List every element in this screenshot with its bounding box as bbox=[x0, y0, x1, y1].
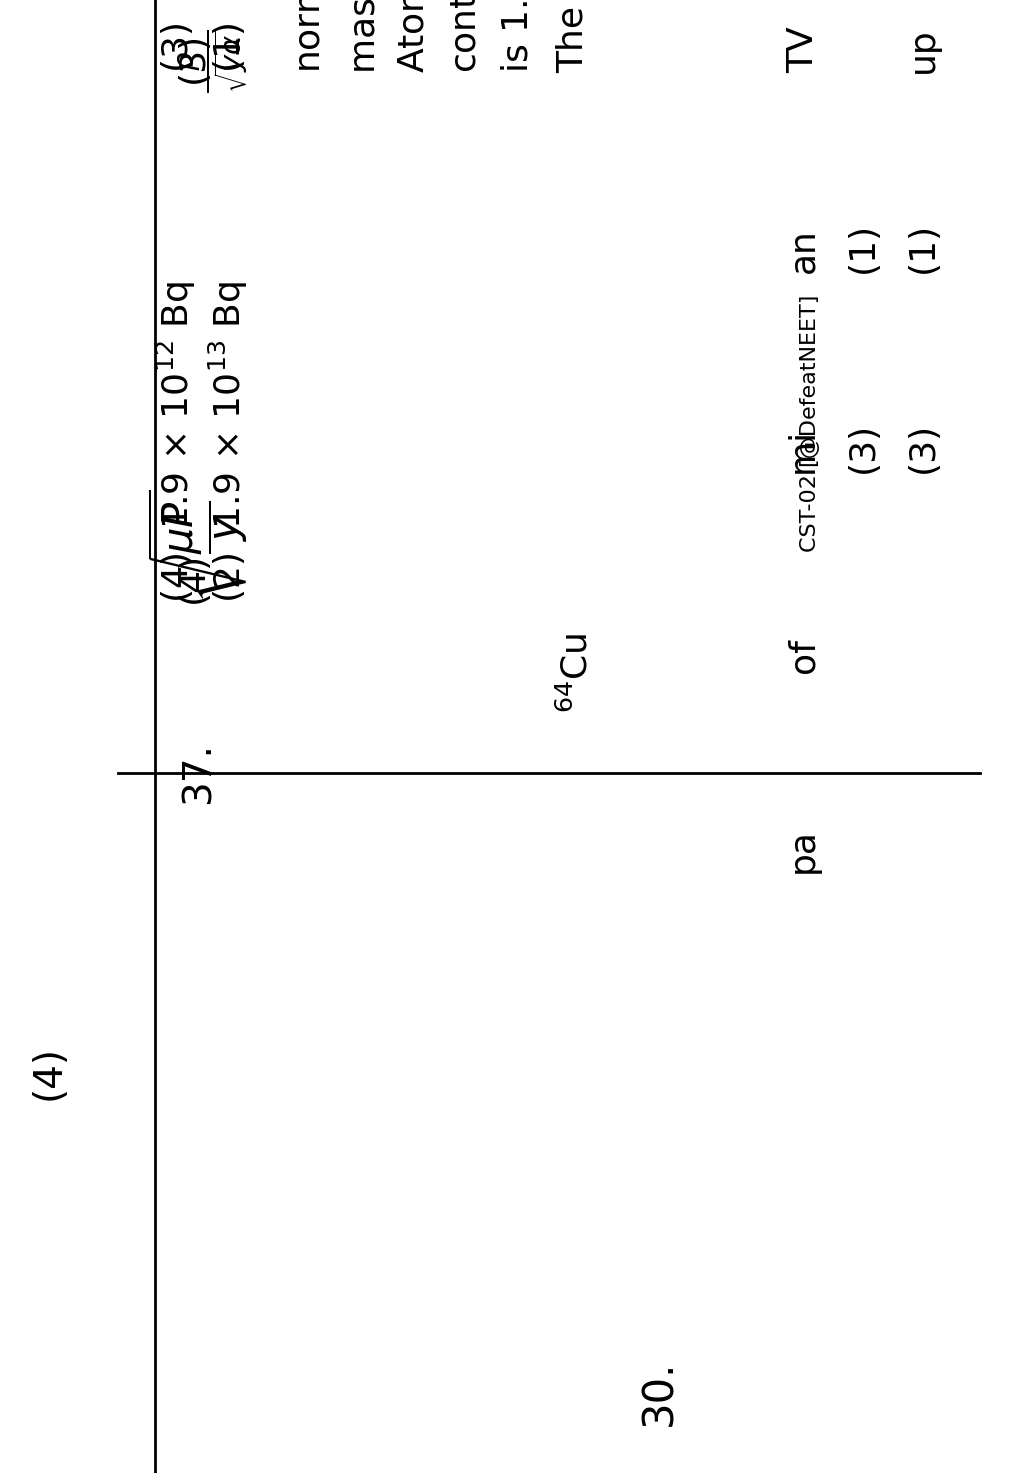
Text: mi: mi bbox=[786, 427, 820, 473]
Text: TV: TV bbox=[786, 27, 820, 74]
Text: containing 1 μg of $^{64}$Cu is nearly: containing 1 μg of $^{64}$Cu is nearly bbox=[442, 0, 486, 74]
Text: 37.: 37. bbox=[180, 742, 218, 804]
Text: $\sqrt{\dfrac{\mu P}{y}}$: $\sqrt{\dfrac{\mu P}{y}}$ bbox=[146, 489, 250, 602]
Text: The decay constant for radioactive nuclide: The decay constant for radioactive nucli… bbox=[556, 0, 590, 74]
Text: (4): (4) bbox=[30, 1046, 68, 1100]
Text: (4): (4) bbox=[176, 552, 210, 602]
Text: is 1.516 × 10$^{-5}$ s$^{-1}$. The initial activity of sample: is 1.516 × 10$^{-5}$ s$^{-1}$. The initi… bbox=[495, 0, 538, 74]
Text: (1): (1) bbox=[906, 222, 940, 273]
Text: (4)  1.9 × 10$^{12}$ Bq: (4) 1.9 × 10$^{12}$ Bq bbox=[155, 281, 198, 602]
Text: (3)  1.4 × 10$^{11}$ Bq: (3) 1.4 × 10$^{11}$ Bq bbox=[155, 0, 198, 74]
Text: (3): (3) bbox=[906, 421, 940, 473]
Text: Atomic weight of Cu is  63.5  g  mol$^{-1}$. Neglect: Atomic weight of Cu is 63.5 g mol$^{-1}$… bbox=[391, 0, 434, 74]
Text: pa: pa bbox=[786, 828, 820, 873]
Text: up: up bbox=[906, 27, 940, 74]
Text: 30.: 30. bbox=[638, 1360, 680, 1426]
Text: an: an bbox=[786, 228, 820, 273]
Text: mass difference between given radioisotope and: mass difference between given radioisoto… bbox=[348, 0, 382, 74]
Text: $^{64}$Cu: $^{64}$Cu bbox=[559, 632, 595, 713]
Text: (1)  1.4 × 10$^{14}$ Bq: (1) 1.4 × 10$^{14}$ Bq bbox=[207, 0, 250, 74]
Text: $\frac{\rho}{\sqrt{y\alpha}}$: $\frac{\rho}{\sqrt{y\alpha}}$ bbox=[176, 29, 250, 93]
Text: normal copper (take N$_A$ = 6 × 10$^{23}$).: normal copper (take N$_A$ = 6 × 10$^{23}… bbox=[287, 0, 330, 74]
Text: (3): (3) bbox=[176, 32, 210, 82]
Text: (2)  1.9 × 10$^{13}$ Bq: (2) 1.9 × 10$^{13}$ Bq bbox=[207, 281, 250, 602]
Text: CST-02 [@DefeatNEET]: CST-02 [@DefeatNEET] bbox=[800, 295, 820, 552]
Text: (1): (1) bbox=[846, 222, 880, 273]
Text: (3): (3) bbox=[846, 421, 880, 473]
Text: of: of bbox=[786, 638, 820, 673]
